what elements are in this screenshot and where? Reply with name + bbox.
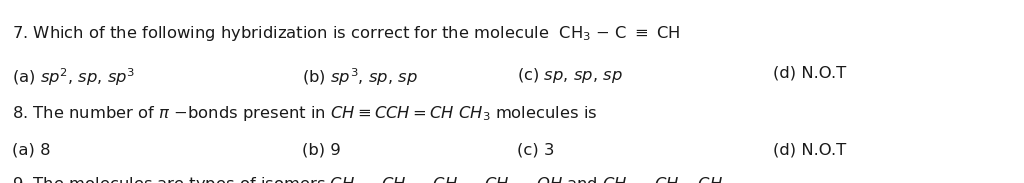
Text: (b) $sp^3$, $sp$, $sp$: (b) $sp^3$, $sp$, $sp$: [302, 66, 418, 88]
Text: (c) $sp$, $sp$, $sp$: (c) $sp$, $sp$, $sp$: [517, 66, 623, 85]
Text: (a) $sp^2$, $sp$, $sp^3$: (a) $sp^2$, $sp$, $sp^3$: [12, 66, 135, 88]
Text: 8. The number of $\pi$ $-$bonds present in $CH \equiv CCH = CH$ $CH_3$ molecules: 8. The number of $\pi$ $-$bonds present …: [12, 104, 598, 123]
Text: (b) 9: (b) 9: [302, 143, 341, 158]
Text: 7. Which of the following hybridization is correct for the molecule  CH$_3$ $-$ : 7. Which of the following hybridization …: [12, 24, 681, 43]
Text: (a) 8: (a) 8: [12, 143, 51, 158]
Text: (d) N.O.T: (d) N.O.T: [773, 143, 847, 158]
Text: 9. The molecules are types of isomers $CH_3 - CH_2 - CH_2 - CH_2 - OH$ and $CH_3: 9. The molecules are types of isomers $C…: [12, 176, 730, 183]
Text: (d) N.O.T: (d) N.O.T: [773, 66, 847, 81]
Text: (c) 3: (c) 3: [517, 143, 554, 158]
